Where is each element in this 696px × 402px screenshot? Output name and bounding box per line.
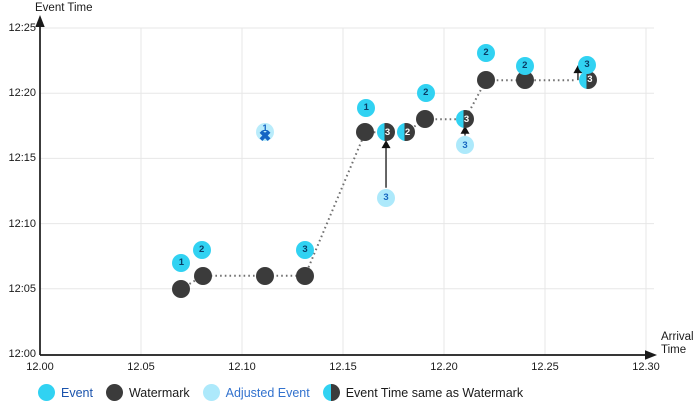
y-tick-label: 12:05 [8,282,36,295]
x-tick-label: 12.10 [228,361,256,373]
watermark-marker [477,71,496,90]
x-axis-title-line1: Arrival [661,331,694,343]
legend-label-adjusted-event: Adjusted Event [225,385,310,400]
event-swatch-icon [38,384,55,401]
marker-number: 3 [302,243,308,255]
event-marker: 2 [416,84,435,103]
y-tick-label: 12:20 [8,87,36,100]
marker-number: 3 [584,58,590,70]
adjusted-event-marker: 3 [456,136,474,155]
legend-item-adjusted-event: Adjusted Event [202,384,310,401]
event-marker: 3 [578,55,597,74]
watermark-marker [415,110,434,129]
event-marker: 2 [515,56,534,75]
marker-number: 3 [462,139,468,151]
watermark-swatch-icon [105,384,123,401]
marker-number: 3 [383,191,389,203]
event-same-as-watermark-marker: 3 [377,123,396,142]
marker-number: 1 [262,123,268,135]
event-marker: 2 [477,43,496,62]
y-axis-title: Event Time [35,2,93,14]
y-tick-label: 12:25 [8,22,36,34]
event-marker: 3 [296,240,315,259]
marker-number: 3 [463,113,470,125]
marker-number: 3 [384,126,391,138]
y-tick-label: 12:10 [8,217,36,230]
adjusted-event-marker: 3 [377,188,396,207]
marker-number: 2 [522,60,528,72]
event-same-as-watermark-swatch-icon [322,384,340,401]
x-axis-title: Arrival Time [661,331,694,357]
legend-item-event: Event [38,384,93,401]
dropped-x-icon: ✖ [258,128,272,146]
marker-number: 3 [587,74,593,86]
legend-label-watermark: Watermark [128,385,190,400]
legend-label-event: Event [61,385,93,400]
marker-number: 2 [423,87,429,99]
legend: Event Watermark Adjusted Event Event Tim… [38,383,523,402]
legend-item-event-same-as-watermark: Event Time same as Watermark [322,384,524,401]
x-tick-label: 12.00 [26,361,54,373]
watermark-marker [296,266,315,285]
event-marker: 2 [192,240,211,259]
marker-number: 1 [178,256,185,268]
dropped-event-marker: 1 ✖ [256,123,275,146]
x-tick-label: 12.30 [632,361,660,373]
event-marker: 1 [172,253,191,272]
x-axis-arrow-icon [645,350,657,360]
y-axis-arrow-icon [35,15,45,27]
legend-item-watermark: Watermark [105,384,190,401]
watermark-marker [515,71,534,90]
event-marker: 1 [357,98,376,117]
watermark-marker [356,123,375,142]
y-tick-label: 12:00 [8,348,36,360]
x-tick-label: 12.25 [531,361,559,373]
watermark-marker [172,279,191,298]
x-tick-label: 12.05 [127,361,155,373]
x-tick-label: 12.20 [430,361,458,373]
event-same-as-watermark-marker: 3 [579,71,598,90]
marker-number: 2 [198,243,205,255]
watermark-marker [194,266,212,285]
marker-number: 1 [363,101,369,113]
adjusted-event-swatch-icon [202,384,220,401]
watermark-dotted-path [180,79,576,290]
x-axis-title-line2: Time [661,344,687,356]
y-tick-label: 12:15 [8,152,36,165]
watermark-marker [256,266,275,285]
adjust-arrow-head-icon [381,140,391,149]
event-same-as-watermark-marker: 2 [397,123,416,142]
x-tick-label: 12.15 [329,361,357,373]
marker-number: 2 [483,47,489,59]
marker-number: 2 [404,126,411,138]
legend-label-event-same-as-watermark: Event Time same as Watermark [345,385,524,400]
event-same-as-watermark-marker: 3 [456,110,474,129]
